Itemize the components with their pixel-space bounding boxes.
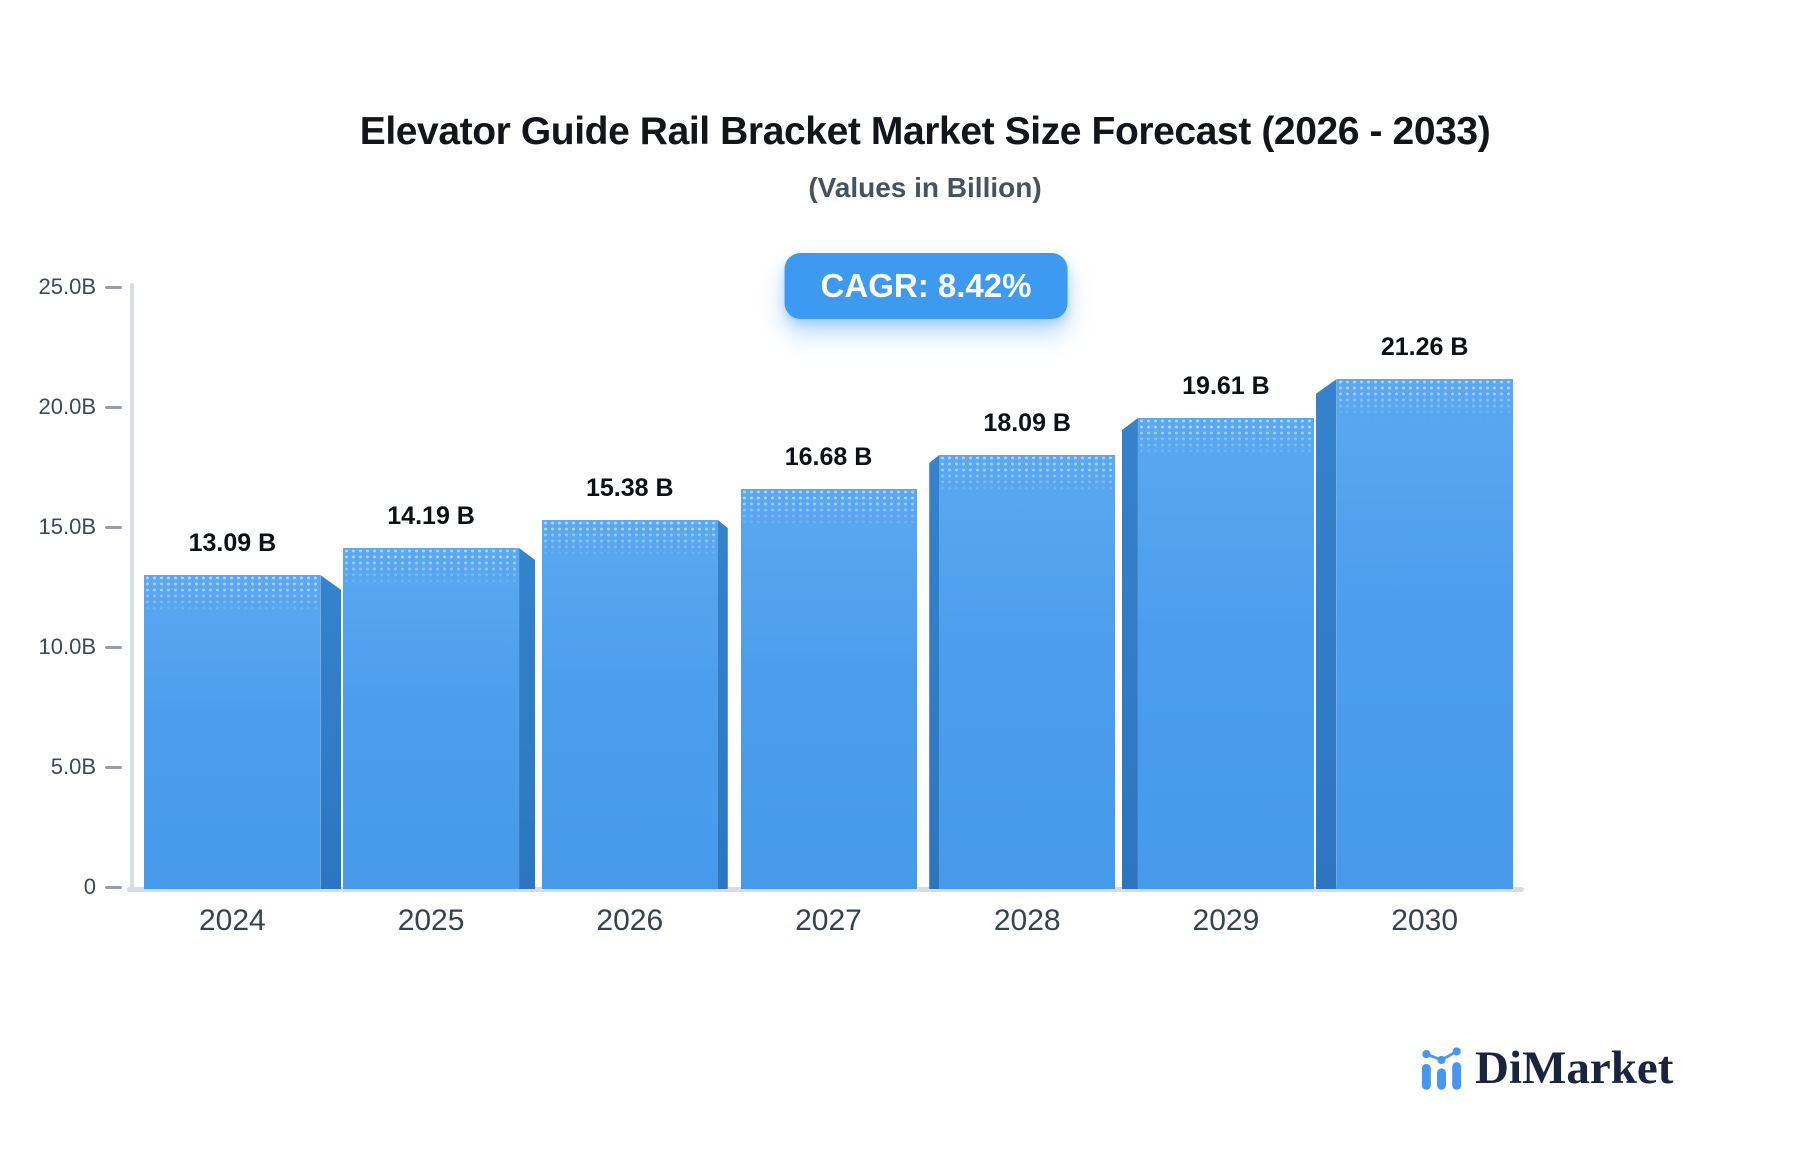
bar[interactable]	[1336, 379, 1513, 889]
y-axis-tick	[105, 885, 122, 889]
y-axis-label: 5.0B	[50, 754, 96, 779]
bar-top-highlight	[144, 575, 321, 615]
y-axis-label: 10.0B	[38, 634, 97, 659]
y-axis-line	[130, 283, 134, 889]
bar[interactable]	[939, 455, 1116, 889]
bar-value-label: 18.09 B	[983, 409, 1071, 437]
x-axis-label: 2028	[993, 904, 1061, 937]
y-axis-tick	[105, 525, 122, 529]
bar-3d-side	[1315, 379, 1337, 889]
brand-logo-text: DiMarket	[1475, 1042, 1674, 1095]
x-axis-label: 2029	[1192, 904, 1260, 937]
x-axis-label: 2024	[198, 904, 266, 937]
bar[interactable]	[144, 575, 321, 889]
bar-value-label: 15.38 B	[586, 474, 674, 502]
y-axis-label: 15.0B	[38, 514, 97, 539]
bar-top-highlight	[1336, 379, 1513, 419]
chart-subtitle: (Values in Billion)	[808, 172, 1042, 203]
y-axis-tick	[105, 645, 122, 649]
bar[interactable]	[343, 548, 520, 889]
x-axis-label: 2026	[596, 904, 664, 937]
bar-value-label: 19.61 B	[1182, 372, 1270, 400]
bar[interactable]	[541, 520, 718, 889]
x-axis-label: 2027	[795, 904, 862, 937]
bar-3d-side	[929, 455, 940, 889]
chart-title: Elevator Guide Rail Bracket Market Size …	[359, 110, 1491, 153]
bar-top-highlight	[541, 520, 718, 560]
bar-value-label: 14.19 B	[387, 502, 475, 530]
bar-3d-side	[519, 548, 536, 889]
y-axis-label: 25.0B	[38, 274, 97, 299]
bar[interactable]	[740, 489, 917, 889]
y-axis-tick	[105, 285, 122, 289]
x-axis-label: 2030	[1391, 904, 1459, 937]
bar-top-highlight	[740, 489, 917, 529]
bar-value-label: 21.26 B	[1380, 333, 1469, 361]
y-axis-tick	[105, 405, 122, 409]
cagr-badge: CAGR: 8.42%	[784, 253, 1068, 319]
y-axis-label: 20.0B	[38, 394, 97, 419]
bar-top-highlight	[939, 455, 1116, 495]
bar-top-highlight	[1137, 418, 1314, 458]
bar-3d-side	[717, 520, 728, 889]
bar[interactable]	[1137, 418, 1314, 889]
bar-top-highlight	[343, 548, 520, 588]
x-axis-line	[127, 887, 1524, 892]
bar-chart-logo-icon	[1421, 1047, 1462, 1090]
x-axis-label: 2025	[397, 904, 465, 937]
bar-value-label: 16.68 B	[784, 443, 873, 471]
bar-3d-side	[320, 575, 342, 889]
bar-3d-side	[1121, 418, 1138, 889]
bar-value-label: 13.09 B	[188, 529, 277, 557]
y-axis-tick	[105, 765, 122, 769]
y-axis-label: 0	[83, 874, 96, 899]
brand-logo: DiMarket	[1421, 1042, 1674, 1095]
